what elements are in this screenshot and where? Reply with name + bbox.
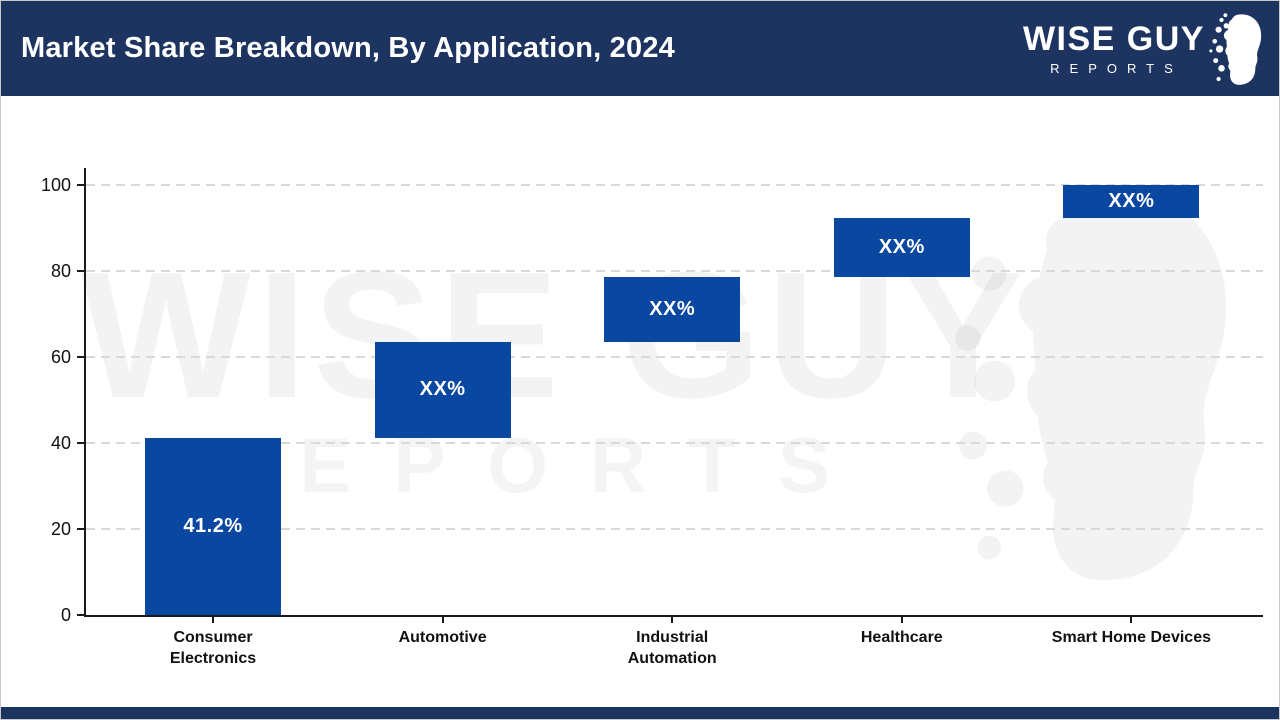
y-axis-line	[84, 168, 86, 617]
gridline-y20	[86, 528, 1263, 530]
bar-smart-home-devices	[1063, 185, 1200, 219]
dotted-face-icon	[1209, 13, 1262, 85]
bar-value-label-automotive: XX%	[419, 378, 466, 401]
y-tick-mark-40	[77, 442, 86, 444]
x-category-label-industrial-automation: Industrial Automation	[557, 627, 787, 669]
y-tick-mark-100	[77, 184, 86, 186]
wise-guy-reports-logo: WISE GUY REPORTS	[1023, 9, 1265, 89]
bar-value-label-industrial-automation: XX%	[649, 298, 696, 321]
x-category-label-line: Automation	[627, 650, 717, 667]
y-tick-label-20: 20	[50, 519, 71, 539]
x-category-label-line: Automotive	[398, 629, 487, 646]
bar-value-label-healthcare: XX%	[878, 236, 925, 259]
header-band: Market Share Breakdown, By Application, …	[1, 1, 1279, 96]
x-tick-mark-smart-home-devices	[1130, 617, 1133, 623]
bar-value-label-consumer-electronics: 41.2%	[183, 514, 243, 537]
bar-automotive	[374, 341, 511, 438]
logo-brand-name: WISE GUY	[1022, 20, 1205, 59]
x-axis-line	[84, 615, 1263, 617]
x-tick-mark-healthcare	[900, 617, 903, 623]
bar-industrial-automation	[604, 277, 741, 342]
x-tick-mark-industrial-automation	[671, 617, 674, 623]
y-tick-label-100: 100	[40, 175, 71, 195]
y-tick-label-40: 40	[50, 433, 71, 453]
watermark-face-icon	[954, 188, 1227, 581]
y-tick-label-60: 60	[50, 347, 71, 367]
watermark-text-reports: REPORTS	[201, 426, 872, 504]
x-category-label-healthcare: Healthcare	[787, 627, 1017, 648]
bar-consumer-electronics	[145, 437, 281, 615]
gridline-y60	[86, 356, 1263, 358]
x-category-label-line: Healthcare	[860, 629, 943, 646]
x-category-label-line: Electronics	[169, 650, 257, 667]
y-tick-mark-0	[77, 614, 86, 616]
x-tick-mark-consumer-electronics	[212, 617, 214, 623]
chart-title: Market Share Breakdown, By Application, …	[21, 32, 675, 64]
bar-value-label-smart-home-devices: XX%	[1108, 190, 1155, 213]
x-category-label-line: Industrial	[636, 629, 709, 646]
y-tick-label-80: 80	[50, 261, 71, 281]
y-tick-mark-80	[77, 270, 86, 272]
footer-band	[1, 707, 1279, 719]
y-tick-mark-20	[77, 528, 86, 530]
x-category-label-line: Smart Home Devices	[1051, 629, 1211, 646]
y-tick-mark-60	[77, 356, 86, 358]
gridline-y80	[86, 270, 1263, 272]
logo-brand-subtitle: REPORTS	[1050, 60, 1183, 76]
x-tick-mark-automotive	[441, 617, 444, 623]
plot-area: WISE GUY REPORTS 02040608010041.2%Consum…	[1, 96, 1279, 707]
bar-healthcare	[833, 218, 970, 278]
x-category-label-automotive: Automotive	[328, 627, 558, 648]
y-tick-label-0: 0	[60, 605, 71, 625]
x-category-label-consumer-electronics: Consumer Electronics	[98, 627, 328, 669]
gridline-y100	[86, 184, 1263, 186]
logo-text: WISE GUY REPORTS	[1022, 20, 1205, 76]
gridline-y40	[86, 442, 1263, 444]
x-category-label-line: Consumer	[173, 629, 253, 646]
x-category-label-smart-home-devices: Smart Home Devices	[1016, 627, 1246, 648]
